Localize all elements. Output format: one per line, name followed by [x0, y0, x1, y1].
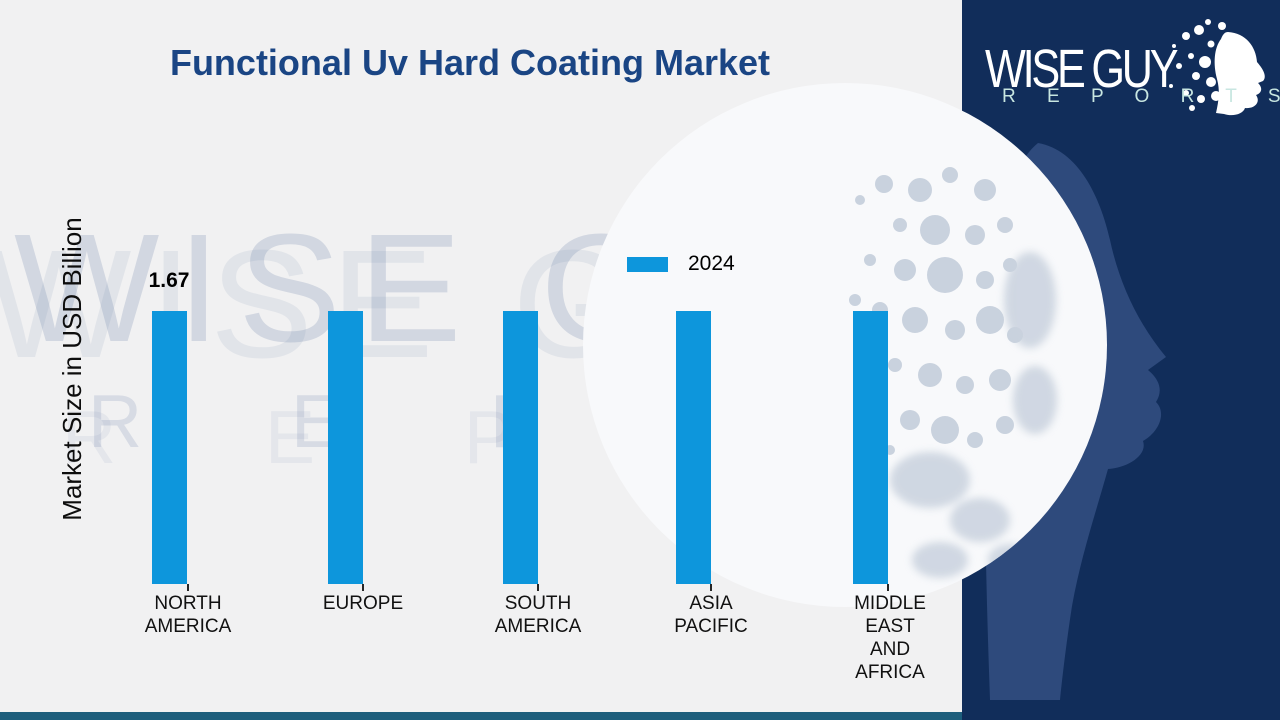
x-tick — [362, 584, 364, 591]
watermark-face-circle — [583, 83, 1107, 607]
watermark-face-dots — [849, 167, 1057, 578]
x-tick — [710, 584, 712, 591]
x-tick-label-asia-pacific: ASIA PACIFIC — [674, 593, 748, 637]
x-tick-label-europe: EUROPE — [322, 593, 404, 614]
x-tick — [537, 584, 539, 591]
bar-value-label: 1.67 — [148, 269, 190, 292]
legend-label-2024: 2024 — [688, 252, 735, 275]
bar-europe — [328, 311, 363, 584]
brand-logo-sub: R E P O R T S — [1002, 86, 1280, 107]
bar-asia-pacific — [676, 311, 711, 584]
bar-north-america — [152, 311, 187, 584]
x-tick — [887, 584, 889, 591]
x-tick-label-south-america: SOUTH AMERICA — [494, 593, 582, 637]
x-tick-label-middle-east-and-africa: MIDDLE EAST AND AFRICA — [854, 593, 926, 683]
accent-strip — [0, 712, 962, 720]
x-tick-label-north-america: NORTH AMERICA — [144, 593, 232, 637]
brand-logo-name: WISE GUY — [985, 39, 1179, 99]
x-tick — [187, 584, 189, 591]
legend-swatch-2024 — [627, 256, 668, 272]
bar-south-america — [503, 311, 538, 584]
page-title: Functional Uv Hard Coating Market — [169, 42, 771, 83]
bar-middle-east-and-africa — [853, 311, 888, 584]
y-axis-label: Market Size in USD Billion — [57, 217, 87, 521]
legend: 2024 — [627, 252, 735, 276]
brand-face-icon — [1169, 19, 1265, 116]
